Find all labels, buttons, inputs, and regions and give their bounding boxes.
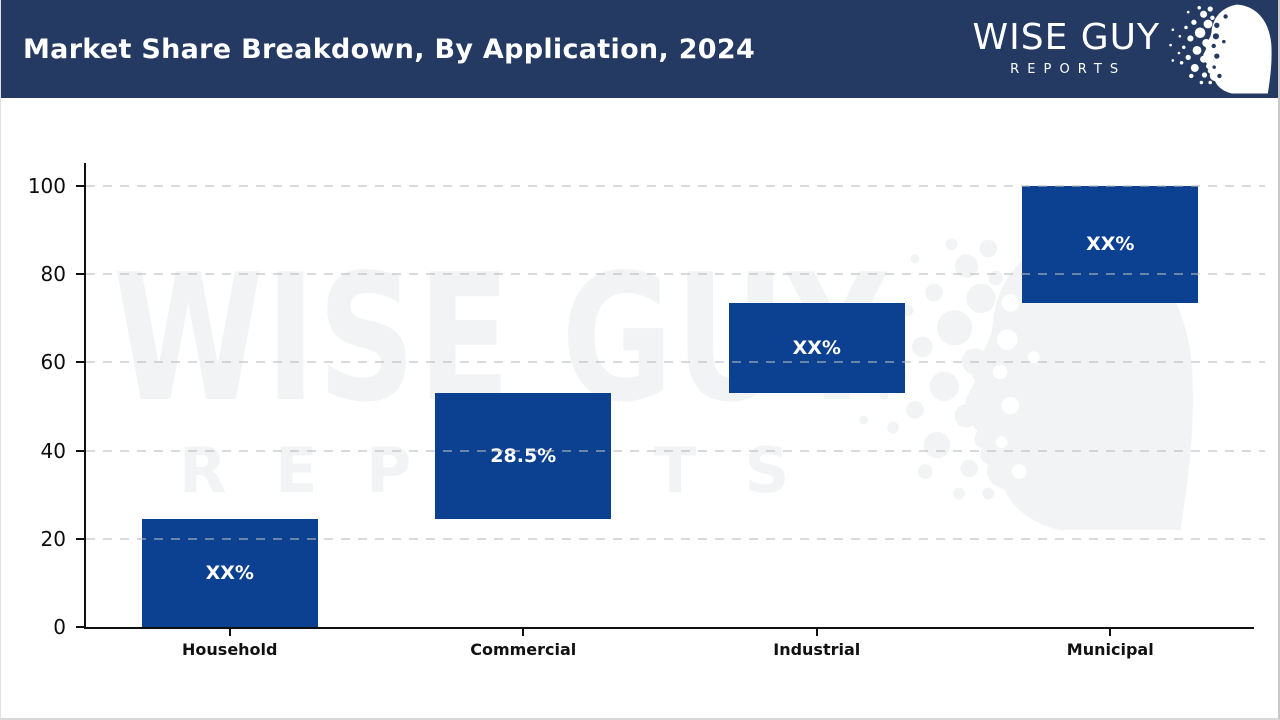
bar-value-label: XX% <box>792 337 841 360</box>
bar-value-label: XX% <box>205 561 254 584</box>
gridline <box>86 537 1265 540</box>
bar-commercial: 28.5% <box>435 393 612 519</box>
x-tick <box>815 629 818 636</box>
y-tick <box>76 626 84 628</box>
x-axis <box>84 627 1254 629</box>
x-tick <box>228 629 231 636</box>
bar-municipal: XX% <box>1022 186 1199 303</box>
gridline <box>86 449 1265 452</box>
y-tick <box>76 449 84 452</box>
y-tick-label: 100 <box>27 174 66 198</box>
y-tick-label: 20 <box>40 526 66 551</box>
logo-name: WISE GUY <box>972 17 1160 58</box>
gridline <box>86 361 1265 364</box>
bar-value-label: 28.5% <box>490 445 557 468</box>
page-title: Market Share Breakdown, By Application, … <box>23 33 756 65</box>
x-axis-label-household: Household <box>182 640 278 659</box>
logo-wordmark: WISE GUY REPORTS <box>972 17 1161 78</box>
y-tick <box>76 273 84 276</box>
x-axis-label-commercial: Commercial <box>470 640 577 659</box>
x-tick <box>522 629 525 636</box>
gridline <box>86 185 1265 187</box>
header: Market Share Breakdown, By Application, … <box>1 0 1278 98</box>
bar-household: XX% <box>141 518 318 627</box>
logo-subname: REPORTS <box>1010 62 1127 77</box>
y-tick-label: 80 <box>40 262 66 287</box>
bar-value-label: XX% <box>1086 233 1135 256</box>
y-tick-label: 0 <box>53 615 66 639</box>
y-tick-label: 60 <box>40 350 66 375</box>
y-tick <box>76 185 84 187</box>
bar-industrial: XX% <box>728 302 905 394</box>
wiseguy-logo: WISE GUY REPORTS <box>973 0 1270 98</box>
x-axis-label-industrial: Industrial <box>773 640 861 659</box>
y-tick-label: 40 <box>40 438 66 463</box>
gridline <box>86 273 1265 276</box>
y-tick <box>76 361 84 364</box>
y-axis <box>84 163 86 629</box>
x-axis-label-municipal: Municipal <box>1066 640 1154 659</box>
y-tick <box>76 537 84 540</box>
x-tick <box>1109 629 1112 636</box>
